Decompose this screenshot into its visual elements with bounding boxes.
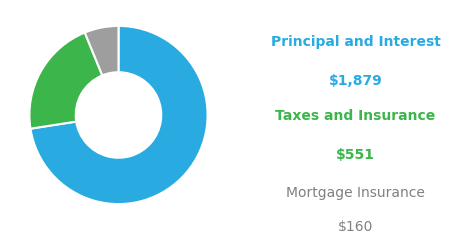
Text: $1,879: $1,879: [328, 74, 383, 88]
Text: $551: $551: [336, 148, 375, 162]
Text: Mortgage Insurance: Mortgage Insurance: [286, 185, 425, 199]
Wedge shape: [29, 33, 102, 129]
Text: Taxes and Insurance: Taxes and Insurance: [275, 109, 436, 122]
Wedge shape: [30, 27, 208, 204]
Text: Principal and Interest: Principal and Interest: [271, 35, 440, 49]
Text: $160: $160: [338, 219, 373, 231]
Wedge shape: [85, 27, 118, 76]
